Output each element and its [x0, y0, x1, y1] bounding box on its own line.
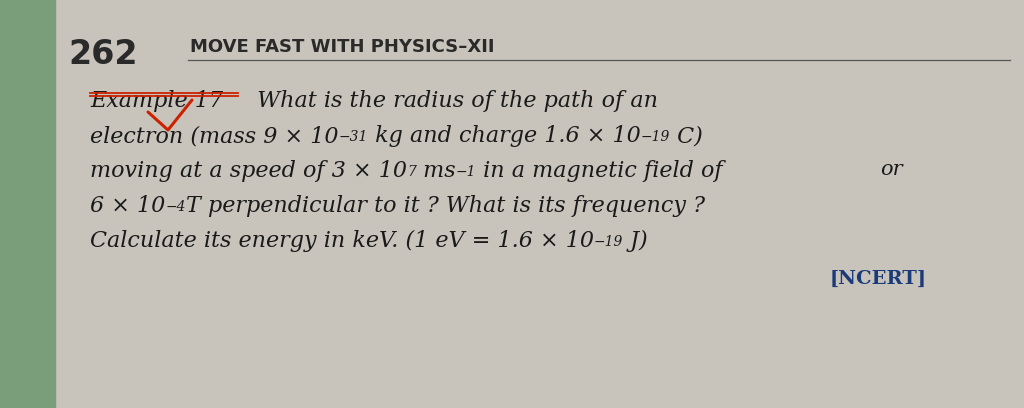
Text: electron (mass 9 × 10: electron (mass 9 × 10 — [90, 125, 339, 147]
Text: Calculate its energy in keV. (1 eV = 1.6 × 10: Calculate its energy in keV. (1 eV = 1.6… — [90, 230, 594, 252]
Text: −4: −4 — [165, 200, 185, 214]
Text: −19: −19 — [641, 130, 670, 144]
Text: ms: ms — [416, 160, 456, 182]
Text: 6 × 10: 6 × 10 — [90, 195, 165, 217]
Bar — [0, 0, 55, 408]
Text: in a magnetic field of: in a magnetic field of — [476, 160, 723, 182]
Text: [NCERT]: [NCERT] — [830, 270, 927, 288]
Text: −31: −31 — [339, 130, 368, 144]
Text: kg and charge 1.6 × 10: kg and charge 1.6 × 10 — [368, 125, 641, 147]
Text: Example 17: Example 17 — [90, 90, 223, 112]
Text: or: or — [880, 160, 902, 179]
Text: C): C) — [670, 125, 702, 147]
Text: −1: −1 — [456, 165, 476, 179]
Text: 7: 7 — [407, 165, 416, 179]
Text: T perpendicular to it ? What is its frequency ?: T perpendicular to it ? What is its freq… — [185, 195, 705, 217]
Text: J): J) — [624, 230, 648, 252]
Text: MOVE FAST WITH PHYSICS–XII: MOVE FAST WITH PHYSICS–XII — [190, 38, 495, 56]
Text: What is the radius of the path of an: What is the radius of the path of an — [243, 90, 658, 112]
Text: moving at a speed of 3 × 10: moving at a speed of 3 × 10 — [90, 160, 407, 182]
Text: 262: 262 — [68, 38, 137, 71]
Text: −19: −19 — [594, 235, 624, 249]
